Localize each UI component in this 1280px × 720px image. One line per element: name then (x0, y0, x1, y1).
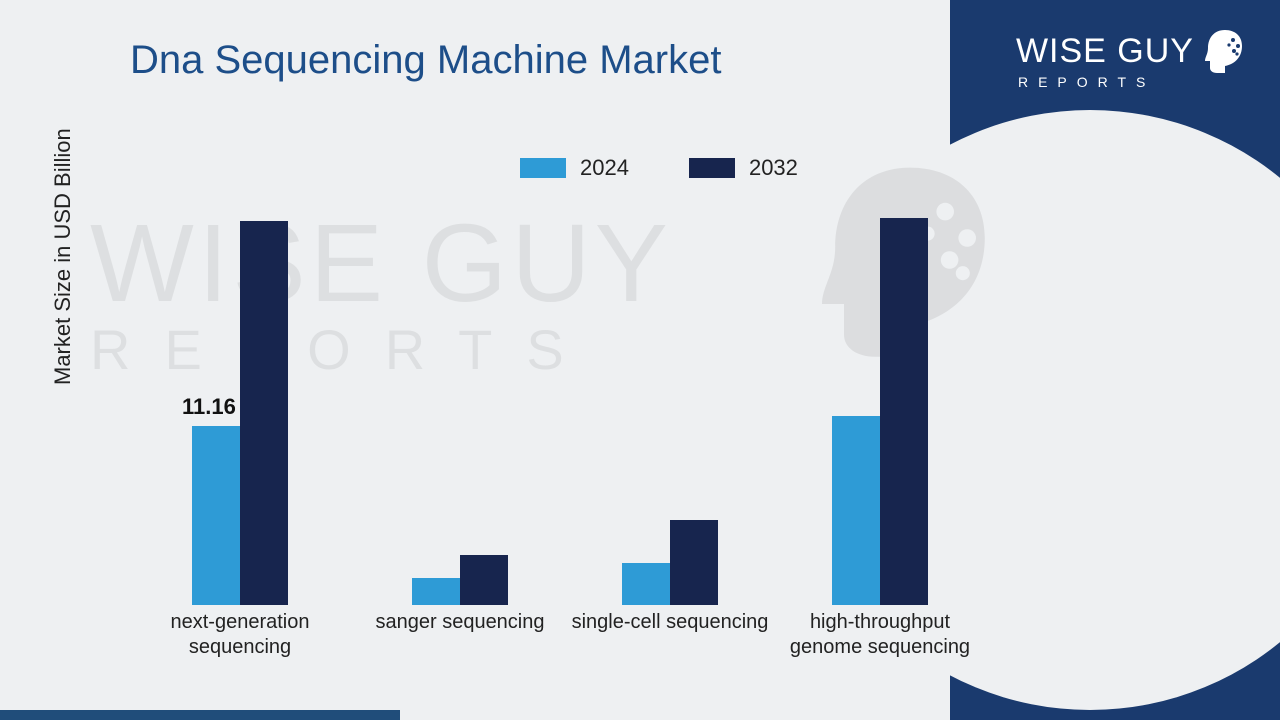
brand-line2: REPORTS (1018, 74, 1250, 90)
x-axis-label: next-generation sequencing (140, 610, 340, 660)
bar-group (140, 221, 340, 605)
value-label: 11.16 (182, 394, 236, 420)
bar-chart: Market Size in USD Billion 2024 2032 11.… (80, 155, 980, 695)
bar (460, 555, 508, 605)
legend-swatch-2024 (520, 158, 566, 178)
bar (240, 221, 288, 605)
bar-group (570, 520, 770, 605)
y-axis-label: Market Size in USD Billion (50, 128, 76, 385)
x-axis-label: sanger sequencing (360, 610, 560, 635)
bar (832, 416, 880, 605)
bar-group (780, 218, 980, 605)
legend-swatch-2032 (689, 158, 735, 178)
legend-label-2024: 2024 (580, 155, 629, 181)
legend-label-2032: 2032 (749, 155, 798, 181)
bar-group (360, 555, 560, 605)
infographic-stage: WISE GUY REPORTS Dna Sequencing Machine … (0, 0, 1280, 720)
brain-head-icon (1200, 26, 1250, 76)
legend-item-2024: 2024 (520, 155, 629, 181)
brand-line1: WISE GUY (1016, 32, 1194, 71)
chart-legend: 2024 2032 (520, 155, 798, 181)
plot-area: 11.16 (120, 205, 980, 605)
bar (670, 520, 718, 605)
x-axis-labels: next-generation sequencing sanger sequenc… (120, 610, 980, 690)
bar (880, 218, 928, 605)
x-axis-label: high-throughput genome sequencing (780, 610, 980, 660)
bar (412, 578, 460, 605)
x-axis-label: single-cell sequencing (570, 610, 770, 635)
chart-title: Dna Sequencing Machine Market (130, 38, 721, 83)
bar (622, 563, 670, 605)
legend-item-2032: 2032 (689, 155, 798, 181)
footer-bar (0, 710, 400, 720)
bar (192, 426, 240, 605)
brand-logo: WISE GUY REPORTS (1016, 26, 1250, 90)
